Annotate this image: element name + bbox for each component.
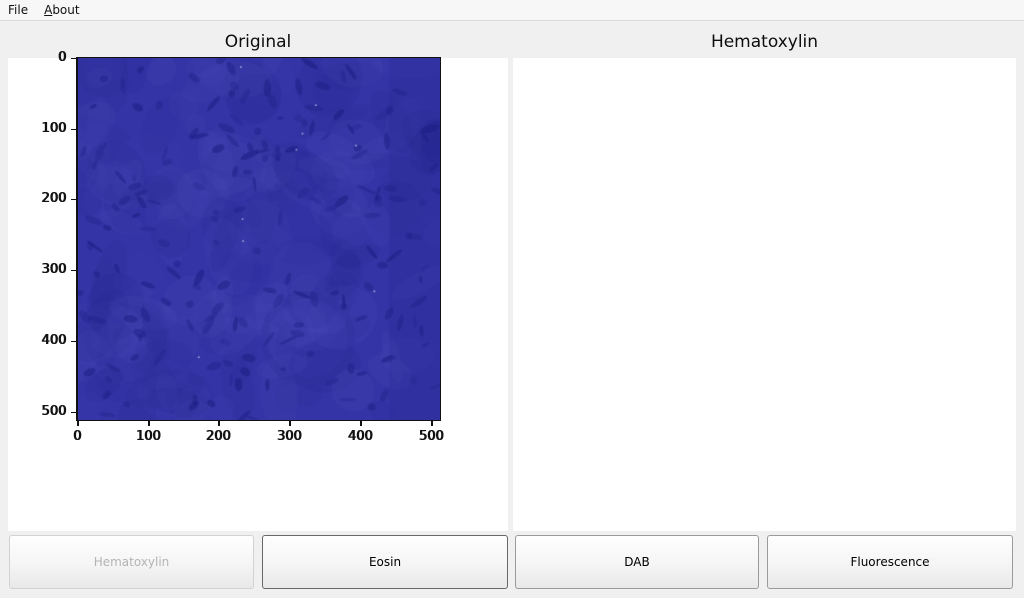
x-axis-tick-mark [149, 421, 150, 426]
x-axis-tick-mark [77, 421, 78, 426]
y-axis-tick-label: 200 [42, 191, 67, 206]
x-axis-tick-label: 100 [136, 429, 162, 444]
y-axis-tick-label: 100 [42, 121, 67, 136]
x-axis-tick-label: 400 [347, 429, 373, 444]
y-axis-tick-label: 500 [42, 404, 67, 419]
x-axis-tick-mark [219, 421, 220, 426]
y-axis-tick-label: 0 [58, 50, 67, 65]
hematoxylin-button: Hematoxylin [9, 535, 254, 589]
y-axis-tick-mark [72, 58, 77, 59]
x-axis-tick-mark [361, 421, 362, 426]
x-axis-tick-label: 500 [419, 429, 445, 444]
x-axis-tick-label: 200 [205, 429, 231, 444]
panel-title-original: Original [224, 32, 292, 52]
y-axis-tick-mark [72, 129, 77, 130]
x-axis-tick-mark [78, 421, 79, 426]
y-axis-tick-label: 500 [41, 404, 66, 419]
x-axis-tick-mark [431, 421, 432, 426]
hematoxylin-channel-image-canvas [78, 58, 440, 420]
plot-area-hematoxylin: 0 100 200 300 400 500 0 100 200 300 400 500 [42, 50, 444, 444]
x-axis-tick-label: 500 [418, 429, 444, 444]
x-axis-tick-mark [148, 421, 149, 426]
y-axis-tick-mark [72, 341, 77, 342]
x-axis-tick-mark [218, 421, 219, 426]
eosin-button[interactable]: Eosin [262, 535, 508, 589]
panel-title-hematoxylin: Hematoxylin [710, 32, 819, 52]
y-axis-tick-label: 300 [41, 262, 66, 277]
y-axis-tick-label: 400 [42, 333, 67, 348]
x-axis-tick-mark [432, 421, 433, 426]
y-axis-tick-label: 300 [42, 262, 67, 277]
x-axis-tick-label: 0 [72, 429, 82, 444]
x-axis-tick-label: 400 [348, 429, 374, 444]
y-axis-tick-label: 100 [41, 121, 66, 136]
fluorescence-button[interactable]: Fluorescence [767, 535, 1013, 589]
y-axis-tick-mark [72, 199, 77, 200]
figure-panel-hematoxylin [513, 58, 1016, 531]
menubar: File About [0, 0, 1024, 21]
menu-item-about[interactable]: About [44, 3, 80, 17]
y-axis-tick-label: 400 [41, 333, 66, 348]
menu-item-file[interactable]: File [8, 3, 29, 17]
x-axis-tick-label: 300 [276, 429, 302, 444]
x-axis-tick-mark [289, 421, 290, 426]
x-axis-tick-mark [360, 421, 361, 426]
y-axis-tick-label: 200 [41, 191, 66, 206]
x-axis-tick-label: 100 [135, 429, 161, 444]
x-axis-tick-label: 200 [206, 429, 232, 444]
y-axis-tick-mark [72, 412, 77, 413]
y-axis-tick-label: 0 [57, 50, 66, 65]
x-axis-tick-mark [290, 421, 291, 426]
x-axis-tick-label: 0 [73, 429, 83, 444]
x-axis-tick-label: 300 [277, 429, 303, 444]
menubar-items: File About [0, 1, 88, 19]
y-axis-tick-mark [72, 270, 77, 271]
dab-button[interactable]: DAB [515, 535, 759, 589]
